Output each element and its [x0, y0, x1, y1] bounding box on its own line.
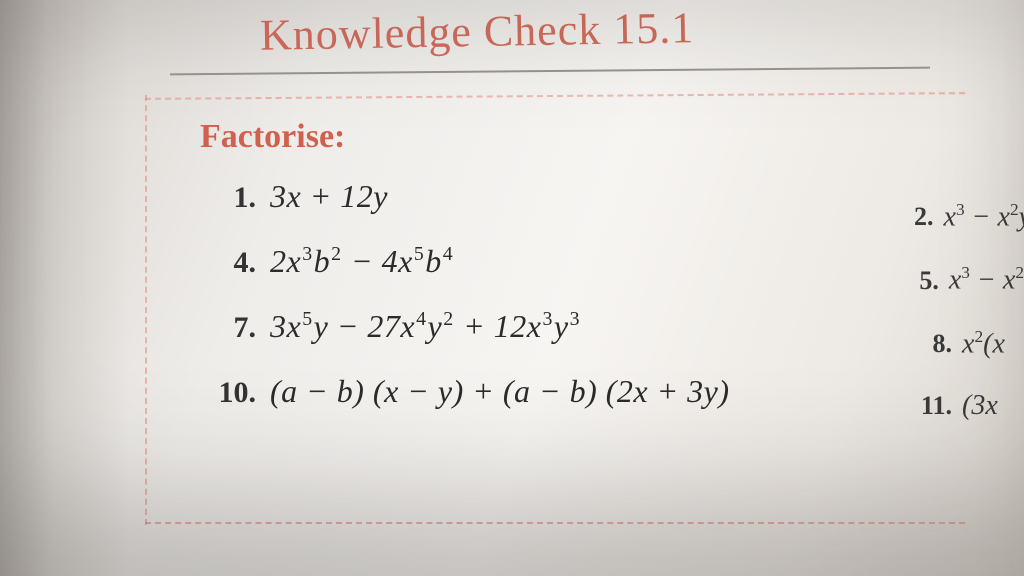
- right-problem-column: 2. x3 − x2y 5. x3 − x2 8. x2(x 11. (3x: [914, 200, 1024, 452]
- problem-expression: (a − b) (x − y) + (a − b) (2x + 3y): [270, 373, 730, 410]
- problem-expression: x3 − x2y: [944, 200, 1024, 233]
- chapter-heading: Knowledge Check 15.1: [260, 2, 695, 61]
- left-problem-column: 1. 3x + 12y 4. 2x3b2 − 4x5b4 7. 3x5y − 2…: [200, 178, 840, 438]
- exercise-box-top-border: [145, 92, 965, 100]
- problem-expression: 3x + 12y: [270, 178, 388, 215]
- problem-row: 10. (a − b) (x − y) + (a − b) (2x + 3y): [200, 373, 840, 410]
- problem-expression: 2x3b2 − 4x5b4: [270, 243, 454, 280]
- section-title: Factorise:: [200, 118, 345, 156]
- problem-row: 2. x3 − x2y: [914, 200, 1024, 233]
- problem-number: 5.: [914, 266, 949, 296]
- problem-expression: x2(x: [962, 327, 1005, 360]
- problem-number: 4.: [200, 246, 270, 280]
- problem-expression: x3 − x2: [949, 263, 1024, 296]
- exercise-box-bottom-border: [145, 522, 965, 524]
- problem-expression: 3x5y − 27x4y2 + 12x3y3: [270, 308, 581, 345]
- problem-number: 11.: [914, 391, 962, 421]
- problem-row: 11. (3x: [914, 390, 1024, 422]
- problem-expression: (3x: [962, 390, 998, 422]
- problem-row: 1. 3x + 12y: [200, 178, 840, 215]
- problem-row: 4. 2x3b2 − 4x5b4: [200, 243, 840, 280]
- exercise-box-left-border: [145, 95, 147, 525]
- textbook-page: Knowledge Check 15.1 Factorise: 1. 3x + …: [0, 0, 1024, 576]
- problem-row: 7. 3x5y − 27x4y2 + 12x3y3: [200, 308, 840, 345]
- problem-number: 8.: [914, 329, 962, 359]
- heading-underline: [170, 67, 930, 76]
- page-curve-shadow: [0, 0, 130, 576]
- problem-number: 2.: [914, 202, 944, 232]
- problem-row: 8. x2(x: [914, 327, 1024, 360]
- problem-number: 1.: [200, 181, 270, 215]
- problem-number: 7.: [200, 311, 270, 345]
- problem-number: 10.: [200, 376, 270, 410]
- problem-row: 5. x3 − x2: [914, 263, 1024, 296]
